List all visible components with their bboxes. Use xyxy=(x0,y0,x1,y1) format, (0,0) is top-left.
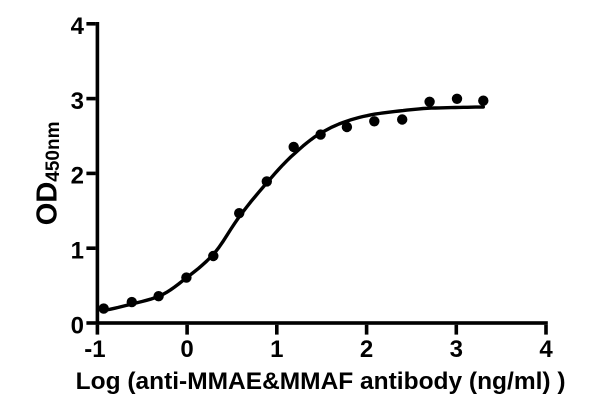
svg-text:2: 2 xyxy=(71,163,84,190)
svg-text:0: 0 xyxy=(71,312,84,339)
svg-text:-1: -1 xyxy=(84,336,105,363)
svg-text:1: 1 xyxy=(71,238,84,265)
svg-text:2: 2 xyxy=(360,336,373,363)
svg-text:3: 3 xyxy=(71,88,84,115)
svg-text:3: 3 xyxy=(450,336,463,363)
svg-text:0: 0 xyxy=(180,336,193,363)
svg-text:4: 4 xyxy=(539,336,553,363)
svg-text:Log (anti-MMAE&MMAF antibody (: Log (anti-MMAE&MMAF antibody (ng/ml) ) xyxy=(76,368,566,395)
svg-text:4: 4 xyxy=(71,13,85,40)
svg-text:1: 1 xyxy=(270,336,283,363)
